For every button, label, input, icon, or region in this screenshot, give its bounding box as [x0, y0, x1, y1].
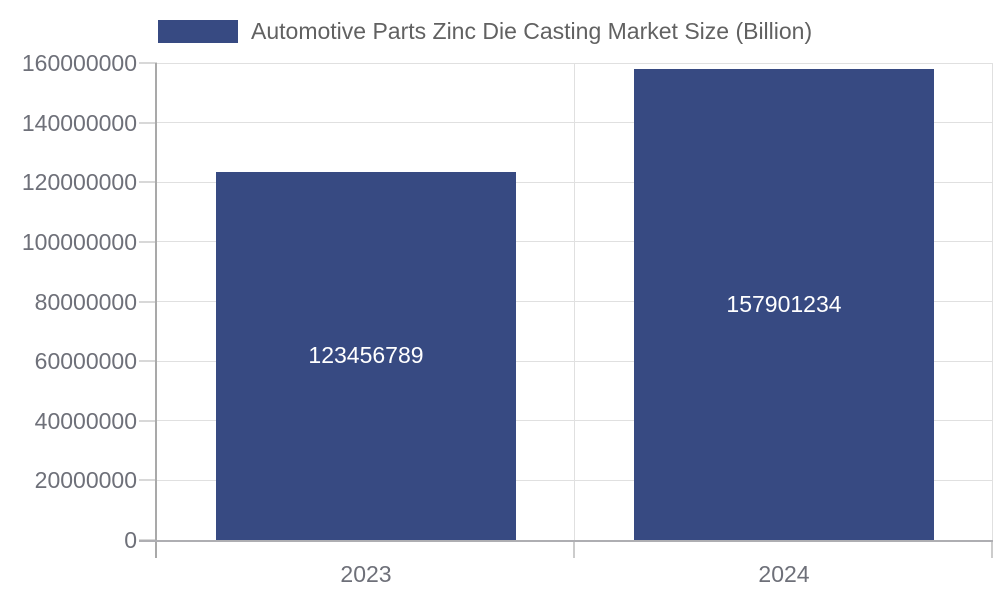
y-tick-label: 40000000 [34, 407, 137, 434]
y-tick-label: 100000000 [21, 228, 137, 255]
v-gridline [574, 63, 575, 540]
h-gridline [157, 62, 993, 64]
x-axis-line [139, 540, 993, 542]
bar-2024: 157901234 [633, 69, 935, 540]
y-tick-label: 0 [124, 527, 137, 553]
x-tick [991, 540, 993, 558]
h-gridline [157, 181, 993, 183]
y-tick-label: 80000000 [34, 288, 137, 315]
plot-area: 123456789 157901234 [139, 62, 993, 558]
y-axis-line [155, 63, 157, 558]
h-gridline [157, 122, 993, 124]
y-tick [139, 121, 157, 124]
y-tick [139, 181, 157, 184]
x-tick-label: 2023 [340, 561, 392, 587]
legend-swatch [158, 20, 238, 43]
h-gridline [157, 479, 993, 481]
y-tick-label: 140000000 [21, 109, 137, 136]
y-tick [139, 419, 157, 422]
y-tick [139, 300, 157, 303]
bar-2023: 123456789 [215, 171, 517, 540]
y-tick-label: 160000000 [21, 50, 137, 76]
bar-value-label: 123456789 [308, 342, 424, 369]
y-tick-label: 20000000 [34, 467, 137, 494]
h-gridline [157, 301, 993, 302]
y-tick-label: 120000000 [21, 169, 137, 196]
legend-item[interactable]: Automotive Parts Zinc Die Casting Market… [158, 18, 812, 45]
h-gridline [157, 241, 993, 243]
y-tick [139, 240, 157, 243]
v-gridline [992, 63, 993, 540]
bar-value-label: 157901234 [726, 291, 842, 318]
legend-label: Automotive Parts Zinc Die Casting Market… [251, 18, 813, 44]
y-tick [139, 360, 157, 363]
h-gridline [157, 420, 993, 422]
h-gridline [157, 360, 993, 362]
y-tick [139, 479, 157, 482]
y-tick [139, 62, 157, 64]
y-tick-label: 60000000 [34, 348, 137, 375]
x-tick [573, 540, 575, 558]
x-tick-label: 2024 [758, 561, 810, 587]
